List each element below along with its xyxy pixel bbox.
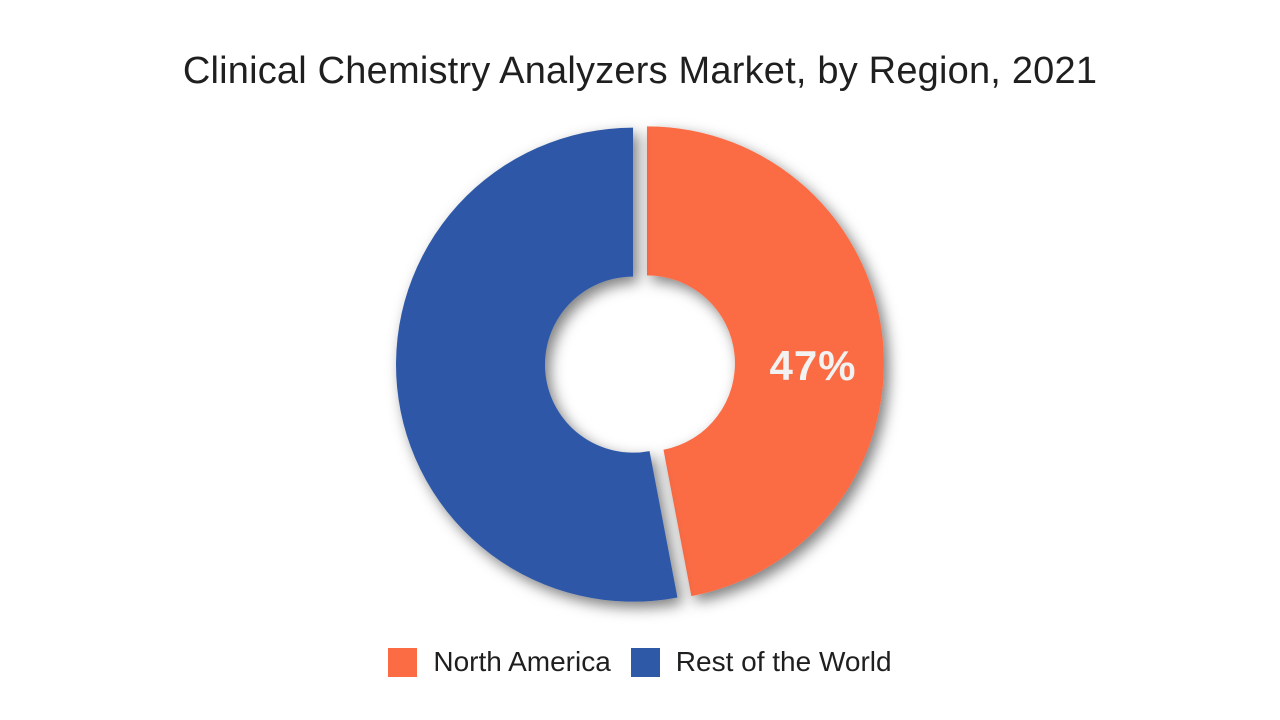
legend: North America Rest of the World <box>0 646 1280 678</box>
legend-item-rest-of-the-world: Rest of the World <box>630 646 892 678</box>
slice-rest-of-the-world <box>396 127 678 602</box>
legend-label-north-america: North America <box>433 646 611 677</box>
data-label-north-america: 47% <box>769 342 857 389</box>
legend-swatch-rest-of-the-world <box>630 647 660 677</box>
legend-item-north-america: North America <box>388 646 611 678</box>
legend-label-rest-of-the-world: Rest of the World <box>675 646 892 677</box>
legend-swatch-north-america <box>388 647 418 677</box>
chart-title: Clinical Chemistry Analyzers Market, by … <box>182 50 1098 92</box>
donut-slices <box>396 126 884 602</box>
slice-north-america <box>646 126 884 597</box>
